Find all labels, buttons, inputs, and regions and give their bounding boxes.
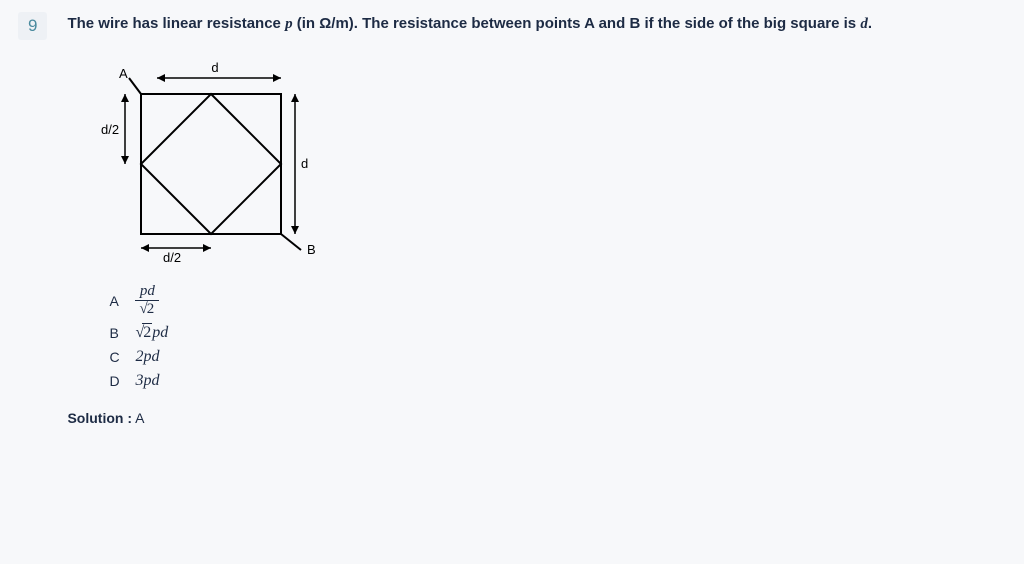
label-b: B <box>307 242 316 257</box>
diagram-svg: A B d d d/2 <box>101 54 341 264</box>
label-d-right: d <box>301 156 308 171</box>
dim-right-arrow-t <box>291 94 299 102</box>
label-d2-left: d/2 <box>101 122 119 137</box>
option-c-letter: C <box>109 349 123 365</box>
dim-left-arrow-t <box>121 94 129 102</box>
inner-diamond <box>141 94 281 234</box>
option-b-math: 2pd <box>135 324 168 342</box>
option-d-math: 3pd <box>135 372 159 390</box>
label-d2-bottom: d/2 <box>163 250 181 264</box>
option-a[interactable]: A pd 2 <box>109 283 1006 318</box>
solution-label: Solution : <box>67 410 132 426</box>
dim-bottom-arrow-r <box>203 244 211 252</box>
fraction: pd 2 <box>135 283 159 318</box>
circuit-diagram: A B d d d/2 <box>101 54 1006 269</box>
point-b-lead <box>281 234 301 250</box>
option-c[interactable]: C 2pd <box>109 348 1006 366</box>
question-text: The wire has linear resistance p (in Ω/m… <box>67 12 1006 36</box>
option-a-math: pd 2 <box>135 283 159 318</box>
option-d-letter: D <box>109 373 123 389</box>
dim-left-arrow-b <box>121 156 129 164</box>
outer-square <box>141 94 281 234</box>
point-a-lead <box>129 78 141 94</box>
question-number: 9 <box>28 16 37 36</box>
option-d[interactable]: D 3pd <box>109 372 1006 390</box>
solution-answer: A <box>132 410 144 426</box>
sqrt: 2 <box>139 301 155 318</box>
question-number-badge: 9 <box>18 12 47 40</box>
option-c-math: 2pd <box>135 348 159 366</box>
option-a-letter: A <box>109 293 123 309</box>
label-a: A <box>119 66 128 81</box>
label-d-top: d <box>212 60 219 75</box>
dim-right-arrow-b <box>291 226 299 234</box>
dim-bottom-arrow-l <box>141 244 149 252</box>
dim-top-arrow-r <box>273 74 281 82</box>
option-b-letter: B <box>109 325 123 341</box>
option-b[interactable]: B 2pd <box>109 324 1006 342</box>
question-content: The wire has linear resistance p (in Ω/m… <box>67 12 1006 426</box>
solution-line: Solution : A <box>67 410 1006 426</box>
dim-top-arrow-l <box>157 74 165 82</box>
sqrt: 2 <box>135 324 152 342</box>
question-container: 9 The wire has linear resistance p (in Ω… <box>0 0 1024 438</box>
options-list: A pd 2 B 2pd C 2pd D 3pd <box>109 283 1006 390</box>
